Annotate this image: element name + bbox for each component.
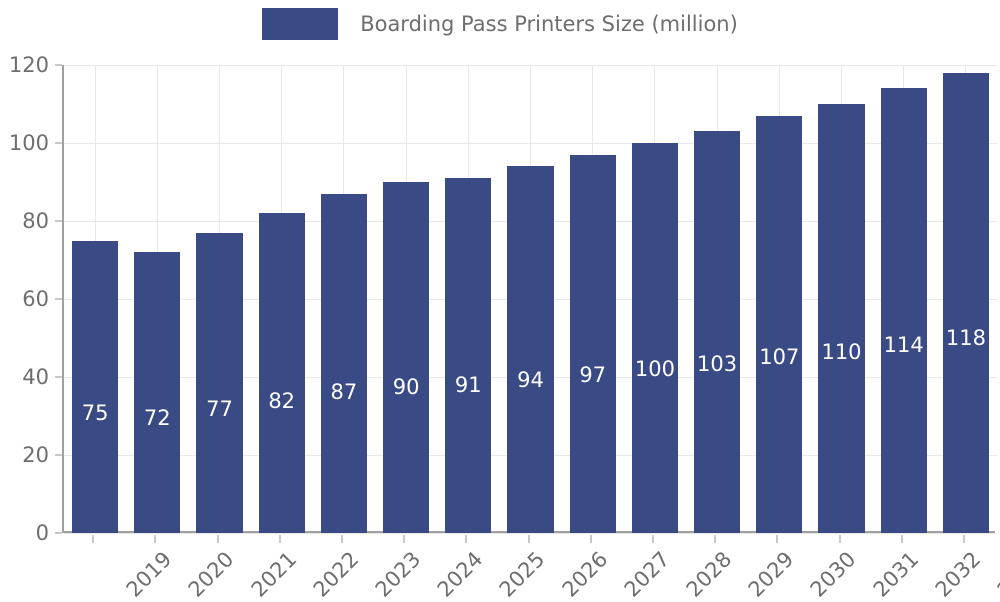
bar-value-label-2022: 82 [268, 388, 296, 413]
bar-2031[interactable] [818, 104, 865, 533]
bar-2026[interactable] [507, 166, 554, 533]
plot-area: 75 72 77 82 87 90 91 94 97 100 103 107 110 114 118 [62, 64, 997, 534]
x-tick-mark [776, 535, 779, 543]
bar-2032[interactable] [880, 88, 927, 533]
x-tick-label-2022: 2022 [308, 547, 364, 602]
x-tick-mark [92, 535, 95, 543]
y-tick-label: 120 [8, 53, 49, 77]
x-tick-mark [962, 535, 965, 543]
x-tick-label-2029: 2029 [743, 547, 799, 602]
x-tick-mark [900, 535, 903, 543]
x-tick-mark [216, 535, 219, 543]
bar-2023[interactable] [320, 193, 368, 533]
x-tick-label-2031: 2031 [868, 547, 923, 602]
bar-2024[interactable] [382, 182, 430, 533]
bar-2033[interactable] [942, 72, 990, 533]
bar-value-label-2031: 110 [821, 340, 862, 365]
y-tick-mark [55, 532, 62, 534]
x-tick-mark [154, 535, 157, 543]
bar-value-label-2028: 100 [634, 357, 675, 382]
bar-value-label-2026: 94 [517, 367, 544, 392]
x-tick-mark [278, 535, 281, 543]
x-tick-label-2023: 2023 [370, 547, 426, 602]
bar-2020[interactable] [134, 252, 181, 533]
y-tick-label: 20 [22, 443, 49, 467]
x-tick-mark [589, 535, 592, 543]
x-tick-label-2028: 2028 [681, 547, 737, 602]
y-tick-mark [55, 298, 62, 300]
x-tick-mark [651, 535, 654, 543]
bar-2022[interactable] [258, 213, 305, 533]
legend-swatch-boarding-pass-printers-size [262, 8, 339, 40]
y-tick-label: 0 [35, 521, 49, 545]
x-tick-mark [403, 535, 406, 543]
x-tick-label-2026: 2026 [557, 547, 612, 602]
y-tick-mark [55, 64, 62, 66]
bar-value-label-2029: 103 [697, 352, 738, 377]
y-tick-mark [55, 220, 62, 222]
bar-2029[interactable] [693, 131, 741, 533]
y-tick-label: 100 [8, 131, 49, 155]
x-tick-label-2020: 2020 [183, 547, 239, 602]
y-tick-mark [55, 454, 62, 456]
bar-value-label-2024: 90 [392, 374, 420, 399]
x-tick-label-2019: 2019 [121, 547, 177, 602]
x-tick-mark [340, 535, 343, 543]
x-tick-label-2021: 2021 [246, 547, 301, 602]
bar-2028[interactable] [631, 143, 679, 533]
bar-2021[interactable] [196, 232, 243, 533]
bar-2019[interactable] [71, 240, 119, 533]
bar-value-label-2021: 77 [206, 397, 233, 422]
y-tick-label: 60 [22, 287, 49, 311]
x-tick-label-2027: 2027 [619, 547, 675, 602]
x-tick-label-2025: 2025 [494, 547, 550, 602]
gridline-horizontal [64, 532, 997, 534]
x-tick-label-2032: 2032 [930, 547, 986, 602]
x-tick-label-2030: 2030 [805, 547, 861, 602]
bar-2025[interactable] [445, 178, 492, 533]
x-tick-mark [465, 535, 468, 543]
bar-value-label-2019: 75 [81, 400, 109, 425]
x-tick-label-2033: 2033 [992, 547, 1000, 602]
bar-2027[interactable] [569, 154, 616, 533]
x-tick-mark [838, 535, 841, 543]
y-tick-label: 80 [22, 209, 49, 233]
bar-value-label-2023: 87 [330, 380, 358, 404]
bar-value-label-2020: 72 [143, 406, 171, 431]
bar-2030[interactable] [756, 115, 803, 533]
chart-legend: Boarding Pass Printers Size (million) [0, 8, 1000, 40]
legend-label-boarding-pass-printers-size: Boarding Pass Printers Size (million) [360, 11, 738, 36]
y-tick-label: 40 [22, 365, 49, 389]
y-tick-mark [55, 142, 62, 144]
x-tick-mark [714, 535, 717, 543]
bar-value-label-2025: 91 [454, 373, 482, 398]
x-tick-label-2024: 2024 [432, 547, 488, 602]
bar-value-label-2027: 97 [579, 362, 607, 387]
bar-value-label-2033: 118 [945, 326, 986, 351]
x-tick-mark [527, 535, 530, 543]
bar-value-label-2030: 107 [759, 345, 800, 370]
bar-value-label-2032: 114 [883, 333, 924, 358]
y-tick-mark [55, 376, 62, 378]
